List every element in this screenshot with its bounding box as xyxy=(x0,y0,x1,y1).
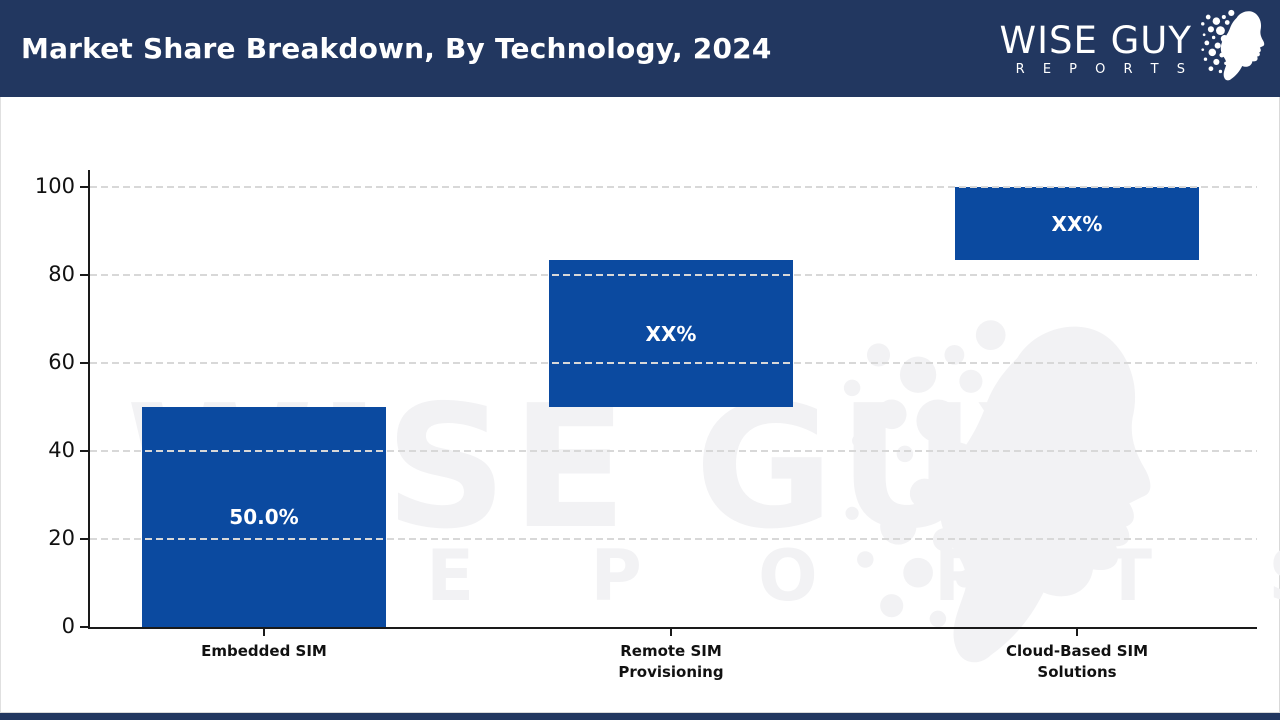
x-category-label: Remote SIM Provisioning xyxy=(618,642,724,681)
y-tick-mark xyxy=(80,538,88,540)
brand-logo-text: WISE GUY R E P O R T S xyxy=(1000,22,1192,76)
x-tick-mark xyxy=(670,629,672,636)
x-category-label: Embedded SIM xyxy=(201,642,327,660)
y-tick-label: 60 xyxy=(48,350,75,374)
brand-head-icon xyxy=(1198,8,1266,90)
brand-subname: R E P O R T S xyxy=(1015,61,1192,77)
brand-name: WISE GUY xyxy=(999,18,1192,62)
bar-value-label: 50.0% xyxy=(229,505,299,529)
gridline-y80 xyxy=(90,274,1257,276)
y-tick-mark xyxy=(80,362,88,364)
x-tick-mark xyxy=(263,629,265,636)
gridline-y100 xyxy=(90,186,1257,188)
brand-logo: WISE GUY R E P O R T S xyxy=(1000,8,1280,90)
x-axis-line xyxy=(88,627,1257,629)
y-tick-label: 0 xyxy=(61,614,75,638)
bar-1: XX% xyxy=(549,260,793,407)
y-tick-mark xyxy=(80,186,88,188)
gridline-y60 xyxy=(90,362,1257,364)
y-tick-label: 20 xyxy=(48,526,75,550)
bar-2: XX% xyxy=(955,187,1199,261)
y-tick-mark xyxy=(80,450,88,452)
y-axis-line xyxy=(88,170,90,629)
y-tick-label: 40 xyxy=(48,438,75,462)
x-category-label: Cloud-Based SIM Solutions xyxy=(1005,642,1149,681)
gridline-y20 xyxy=(90,538,1257,540)
y-tick-label: 100 xyxy=(34,174,75,198)
bar-value-label: XX% xyxy=(645,321,697,346)
y-tick-mark xyxy=(80,626,88,628)
footer-bar xyxy=(0,713,1280,720)
header-banner: Market Share Breakdown, By Technology, 2… xyxy=(0,0,1280,97)
bar-value-label: XX% xyxy=(1051,211,1103,236)
y-tick-mark xyxy=(80,274,88,276)
x-tick-mark xyxy=(1076,629,1078,636)
bar-0: 50.0% xyxy=(142,407,386,627)
y-tick-label: 80 xyxy=(48,262,75,286)
page-title: Market Share Breakdown, By Technology, 2… xyxy=(21,32,772,65)
gridline-y40 xyxy=(90,450,1257,452)
